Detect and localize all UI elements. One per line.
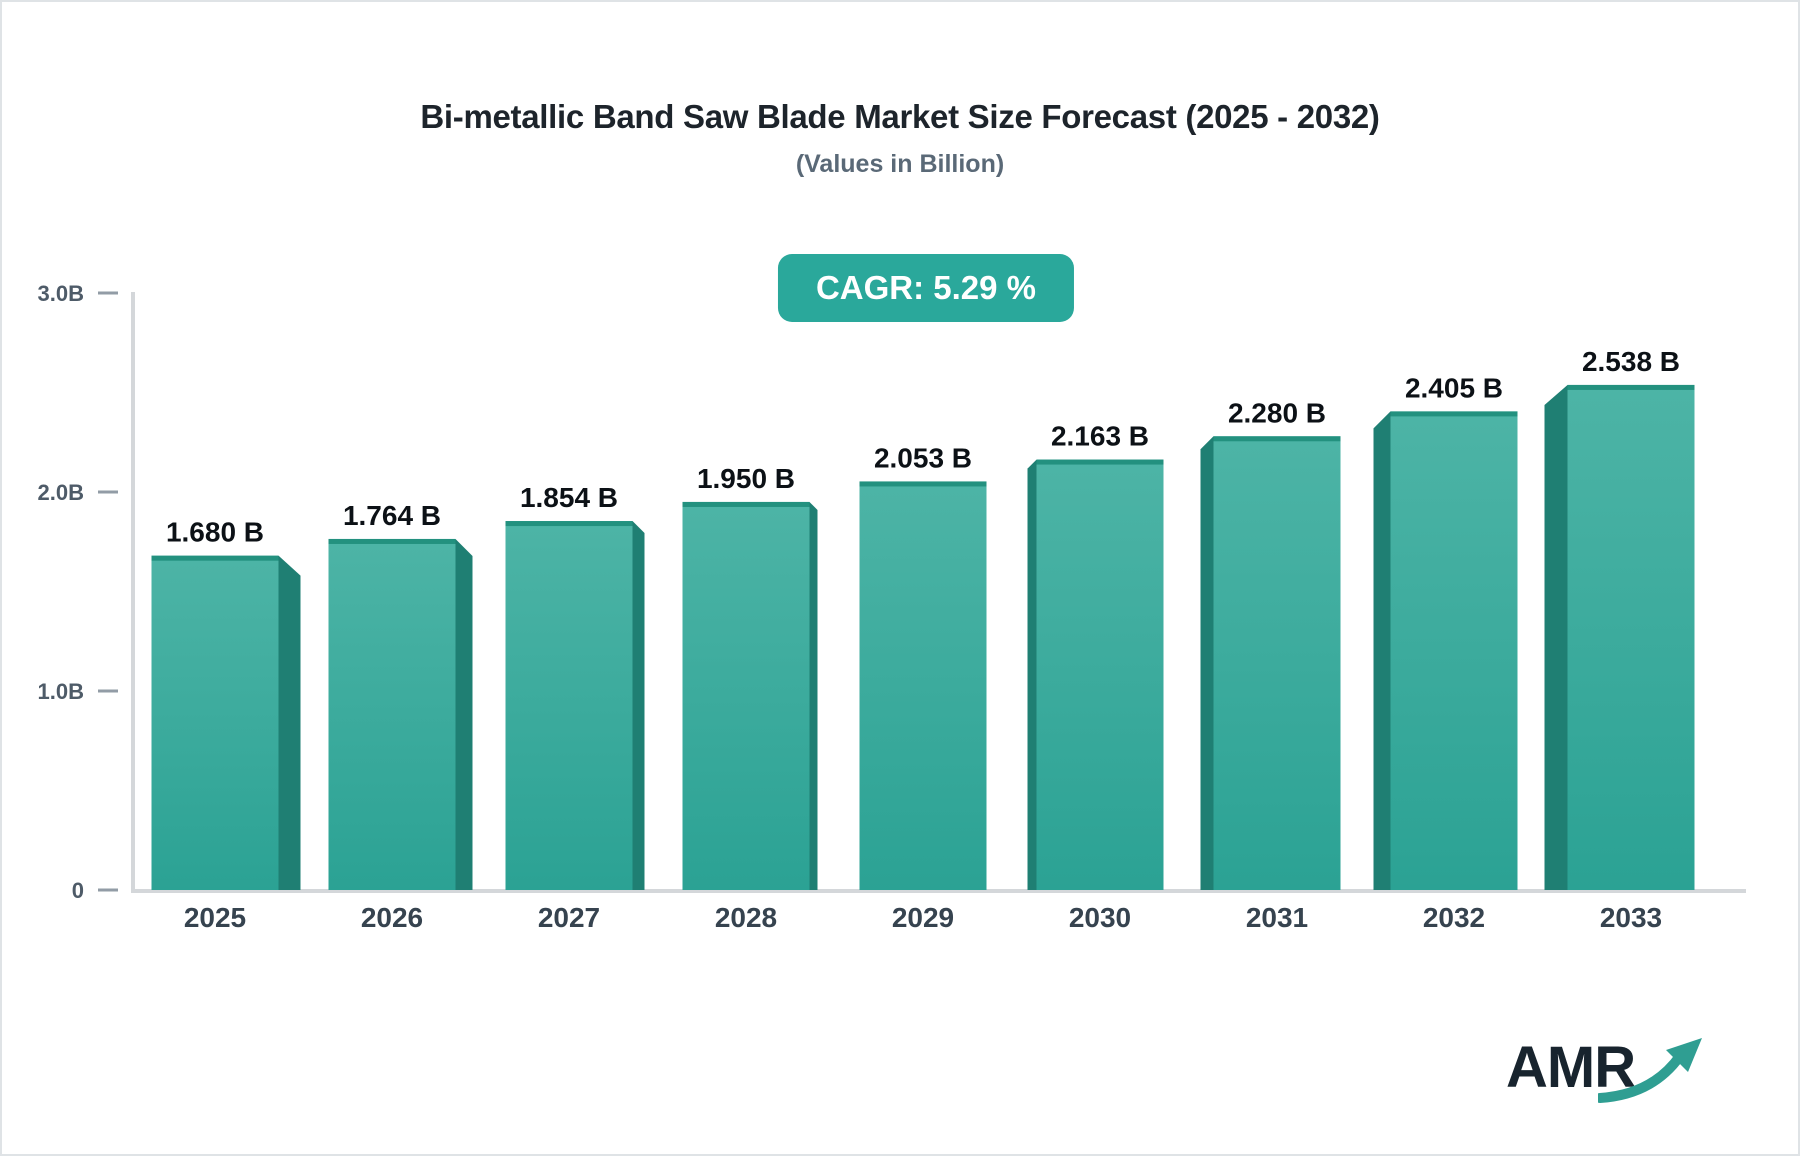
x-axis-label: 2025 bbox=[184, 902, 246, 933]
bar-front-face bbox=[328, 538, 456, 890]
x-axis-label: 2033 bbox=[1600, 902, 1662, 933]
chart-title: Bi-metallic Band Saw Blade Market Size F… bbox=[420, 98, 1380, 135]
x-axis-label: 2027 bbox=[538, 902, 600, 933]
bar-top-edge bbox=[328, 538, 456, 544]
bar-top-edge bbox=[1036, 459, 1164, 465]
bar-2033: 2.538 B 2033 bbox=[1544, 346, 1695, 933]
bar-side-face bbox=[809, 501, 818, 890]
bar-front-face bbox=[151, 555, 279, 890]
x-axis-label: 2029 bbox=[892, 902, 954, 933]
amr-logo: AMR bbox=[1506, 1026, 1706, 1106]
bar-side-face bbox=[1373, 411, 1391, 890]
bar-2028: 1.950 B 2028 bbox=[682, 463, 818, 933]
bar-value-label: 2.538 B bbox=[1582, 346, 1680, 377]
x-axis-label: 2032 bbox=[1423, 902, 1485, 933]
bar-top-edge bbox=[859, 481, 987, 487]
x-axis-label: 2030 bbox=[1069, 902, 1131, 933]
bar-value-label: 2.405 B bbox=[1405, 372, 1503, 403]
bar-2032: 2.405 B 2032 bbox=[1373, 372, 1518, 933]
bar-top-edge bbox=[682, 501, 810, 507]
bar-top-edge bbox=[1390, 411, 1518, 417]
bar-2029: 2.053 B 2029 bbox=[859, 442, 987, 933]
bar-top-edge bbox=[1213, 436, 1341, 442]
bar-2031: 2.280 B 2031 bbox=[1200, 397, 1341, 933]
y-axis-label: 3.0B bbox=[38, 281, 84, 306]
bar-front-face bbox=[1390, 411, 1518, 890]
y-axis-label: 0 bbox=[72, 878, 84, 903]
x-axis-label: 2028 bbox=[715, 902, 777, 933]
bar-side-face bbox=[278, 555, 301, 890]
bar-top-edge bbox=[151, 555, 279, 561]
x-axis-label: 2031 bbox=[1246, 902, 1308, 933]
bar-top-edge bbox=[1567, 384, 1695, 390]
bar-2025: 1.680 B 2025 bbox=[151, 517, 301, 933]
bar-side-face bbox=[632, 521, 645, 890]
bar-side-face bbox=[1200, 436, 1214, 890]
bar-side-face bbox=[1544, 384, 1568, 890]
bar-value-label: 2.053 B bbox=[874, 442, 972, 473]
bar-value-label: 1.950 B bbox=[697, 463, 795, 494]
bar-value-label: 1.680 B bbox=[166, 517, 264, 548]
bar-2026: 1.764 B 2026 bbox=[328, 500, 473, 933]
bar-front-face bbox=[1213, 436, 1341, 890]
x-axis-label: 2026 bbox=[361, 902, 423, 933]
bar-2030: 2.163 B 2030 bbox=[1027, 421, 1164, 933]
bar-value-label: 2.280 B bbox=[1228, 397, 1326, 428]
bar-2027: 1.854 B 2027 bbox=[505, 482, 645, 933]
bar-front-face bbox=[682, 501, 810, 890]
bar-side-face bbox=[455, 538, 473, 890]
bar-value-label: 2.163 B bbox=[1051, 421, 1149, 452]
bar-value-label: 1.854 B bbox=[520, 482, 618, 513]
bar-side-face bbox=[1027, 459, 1037, 890]
bar-front-face bbox=[505, 521, 633, 890]
bar-value-label: 1.764 B bbox=[343, 500, 441, 531]
bar-front-face bbox=[1567, 384, 1695, 890]
bar-front-face bbox=[859, 481, 987, 890]
amr-logo-text: AMR bbox=[1506, 1035, 1636, 1100]
y-axis-label: 1.0B bbox=[38, 679, 84, 704]
logo-arrow-icon bbox=[1598, 1038, 1702, 1103]
bar-front-face bbox=[1036, 459, 1164, 890]
cagr-badge: CAGR: 5.29 % bbox=[777, 254, 1075, 322]
bar-top-edge bbox=[505, 521, 633, 527]
chart-subtitle: (Values in Billion) bbox=[795, 150, 1005, 178]
y-axis-label: 2.0B bbox=[38, 480, 84, 505]
